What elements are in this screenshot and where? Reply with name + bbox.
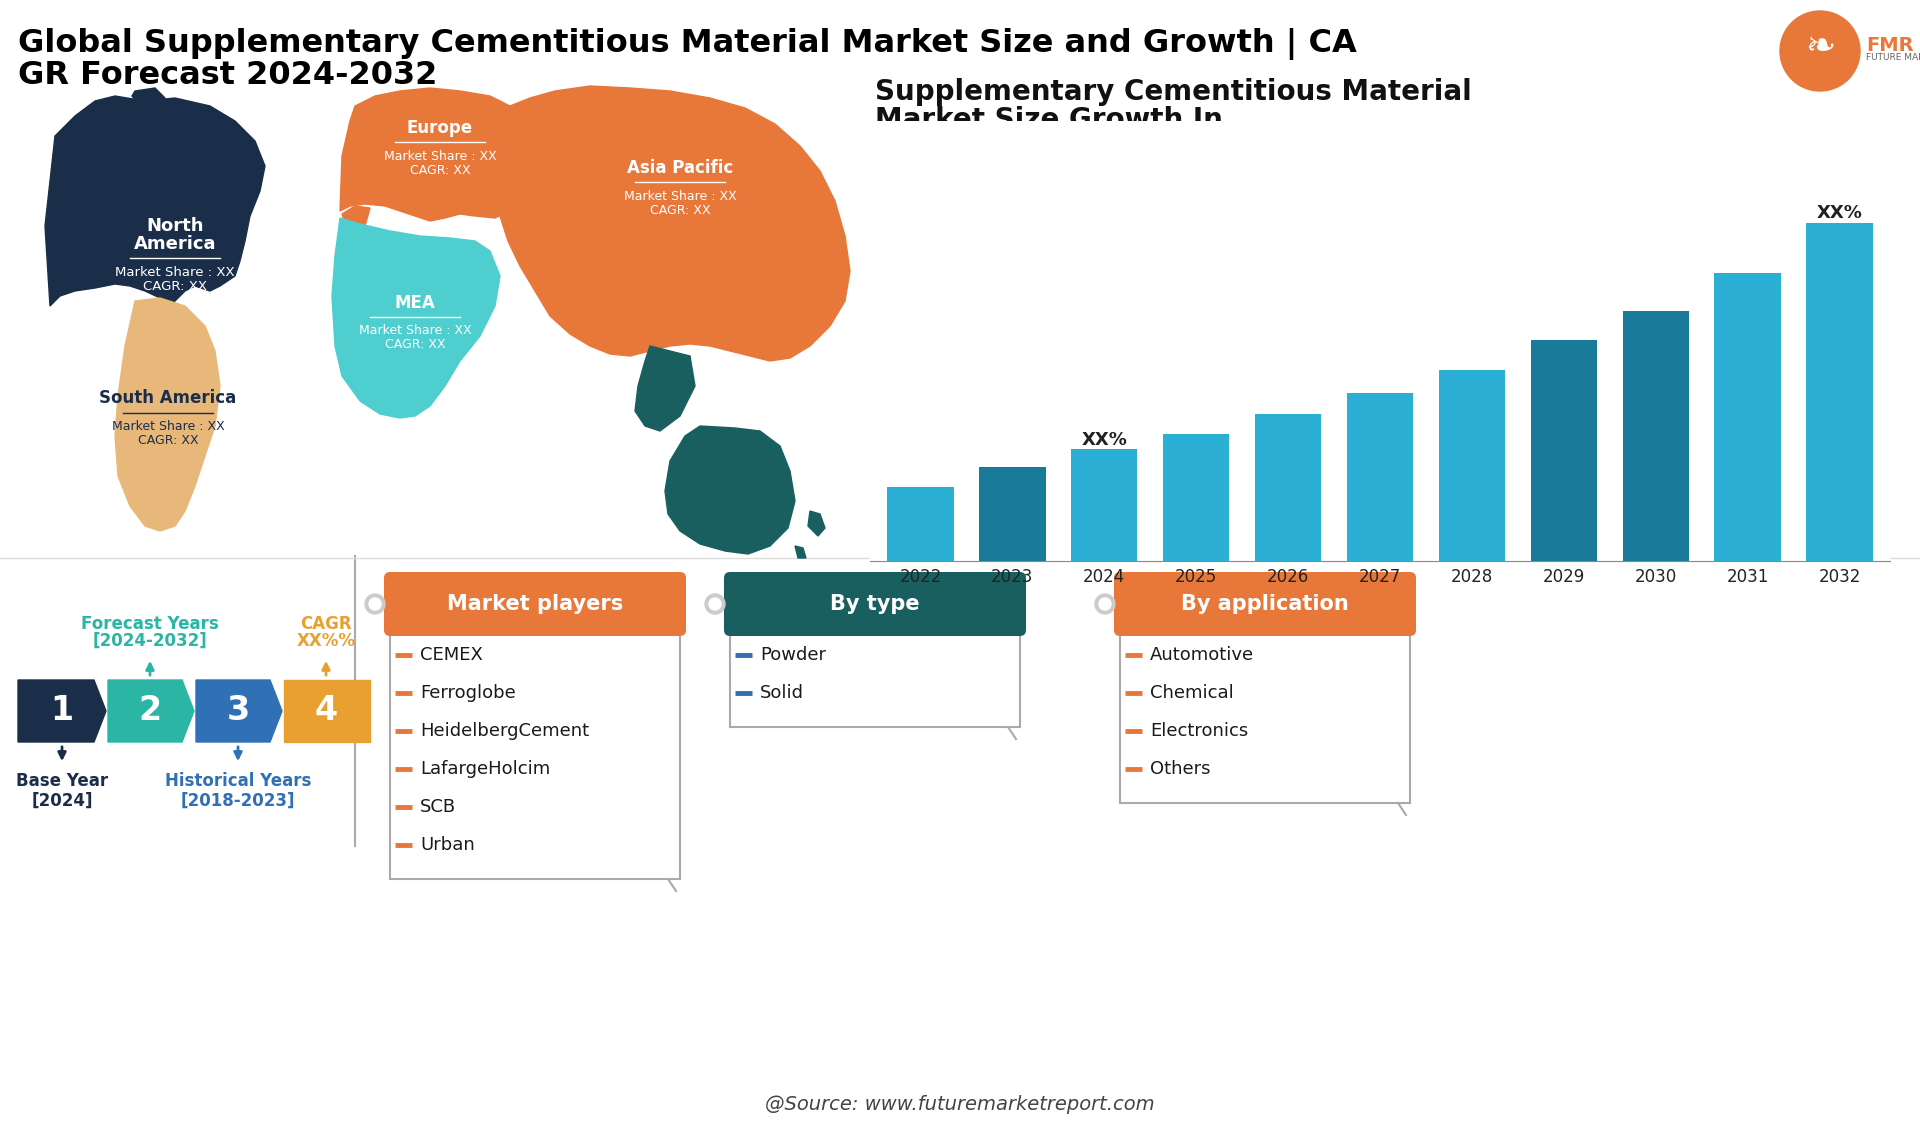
Polygon shape [495,86,851,361]
Polygon shape [340,88,536,221]
Circle shape [705,594,726,614]
Text: Urban: Urban [420,835,474,854]
FancyBboxPatch shape [384,572,685,636]
Circle shape [1098,598,1112,610]
Text: ❧: ❧ [1805,30,1836,64]
Polygon shape [664,426,795,554]
Text: FMR: FMR [1866,36,1914,55]
Text: CEMEX: CEMEX [420,646,482,664]
Text: @Source: www.futuremarketreport.com: @Source: www.futuremarketreport.com [766,1094,1154,1114]
Text: 3: 3 [227,694,250,728]
Text: GR Forecast 2024-2032: GR Forecast 2024-2032 [17,60,438,91]
Text: Europe: Europe [407,119,472,138]
Text: Market Size Growth In: Market Size Growth In [876,105,1223,134]
Bar [1622,311,1690,562]
Bar [1164,434,1229,562]
Text: CAGR: XX: CAGR: XX [649,204,710,217]
Bar [1071,449,1137,562]
Circle shape [365,594,386,614]
Text: XX%%: XX%% [296,631,355,650]
Text: Historical Years: Historical Years [165,772,311,790]
Polygon shape [808,511,826,536]
Text: Electronics: Electronics [1150,722,1248,740]
Text: CAGR: XX: CAGR: XX [142,280,207,292]
Text: Market Share : XX: Market Share : XX [115,266,234,278]
Text: HeidelbergCement: HeidelbergCement [420,722,589,740]
Polygon shape [115,298,221,531]
Circle shape [369,598,380,610]
Text: South America: South America [100,388,236,407]
Text: 2: 2 [138,694,161,728]
Text: Asia Pacific: Asia Pacific [626,159,733,176]
Bar [1348,393,1413,562]
Bar [1438,370,1505,562]
Text: CAGR: XX: CAGR: XX [409,164,470,176]
Text: Market Share : XX: Market Share : XX [111,421,225,433]
Circle shape [1094,594,1116,614]
Text: Global Supplementary Cementitious Material Market Size and Growth | CA: Global Supplementary Cementitious Materi… [17,28,1357,60]
Text: [2024-2032]: [2024-2032] [92,631,207,650]
Text: Automotive: Automotive [1150,646,1254,664]
Polygon shape [636,346,695,431]
Polygon shape [108,680,194,741]
Polygon shape [17,680,106,741]
Text: Market Share : XX: Market Share : XX [384,149,497,163]
Text: Ferroglobe: Ferroglobe [420,684,516,702]
Text: Supplementary Cementitious Material: Supplementary Cementitious Material [876,78,1473,105]
Text: [2018-2023]: [2018-2023] [180,792,296,810]
Bar [979,466,1046,562]
Text: XX%: XX% [1081,431,1127,449]
Bar [887,487,954,562]
Circle shape [1780,11,1860,91]
Bar [1530,340,1597,562]
Text: By type: By type [829,594,920,614]
Text: 4: 4 [315,694,338,728]
Text: MEA: MEA [396,295,436,312]
Bar [1807,222,1872,562]
Text: Others: Others [1150,760,1210,778]
Text: [2024]: [2024] [31,792,92,810]
Text: FUTURE MARKET REPORT: FUTURE MARKET REPORT [1866,53,1920,62]
Text: America: America [134,235,217,253]
Polygon shape [332,218,499,418]
FancyBboxPatch shape [724,572,1025,636]
Text: Forecast Years: Forecast Years [81,615,219,633]
Text: Base Year: Base Year [15,772,108,790]
Text: Solid: Solid [760,684,804,702]
Polygon shape [284,680,371,741]
Text: North: North [146,217,204,235]
Polygon shape [795,545,806,558]
Bar [1715,273,1780,562]
Text: 1: 1 [50,694,73,728]
Polygon shape [44,96,265,306]
Text: Market Share : XX: Market Share : XX [359,324,472,338]
Text: SCB: SCB [420,798,457,816]
FancyBboxPatch shape [1114,572,1417,636]
Text: Market players: Market players [447,594,624,614]
Polygon shape [132,88,165,108]
Text: LafargeHolcim: LafargeHolcim [420,760,551,778]
Text: XX%: XX% [1816,204,1862,222]
Text: CAGR: CAGR [300,615,351,633]
Text: By application: By application [1181,594,1350,614]
Polygon shape [196,680,282,741]
Text: Market Share : XX: Market Share : XX [624,189,737,203]
Bar [1256,414,1321,562]
Text: CAGR: XX: CAGR: XX [138,434,198,447]
Text: Chemical: Chemical [1150,684,1235,702]
Text: Powder: Powder [760,646,826,664]
Text: CAGR: XX: CAGR: XX [384,338,445,352]
Text: Bln or Mln: Bln or Mln [876,134,1035,162]
Circle shape [708,598,722,610]
Polygon shape [342,206,371,231]
